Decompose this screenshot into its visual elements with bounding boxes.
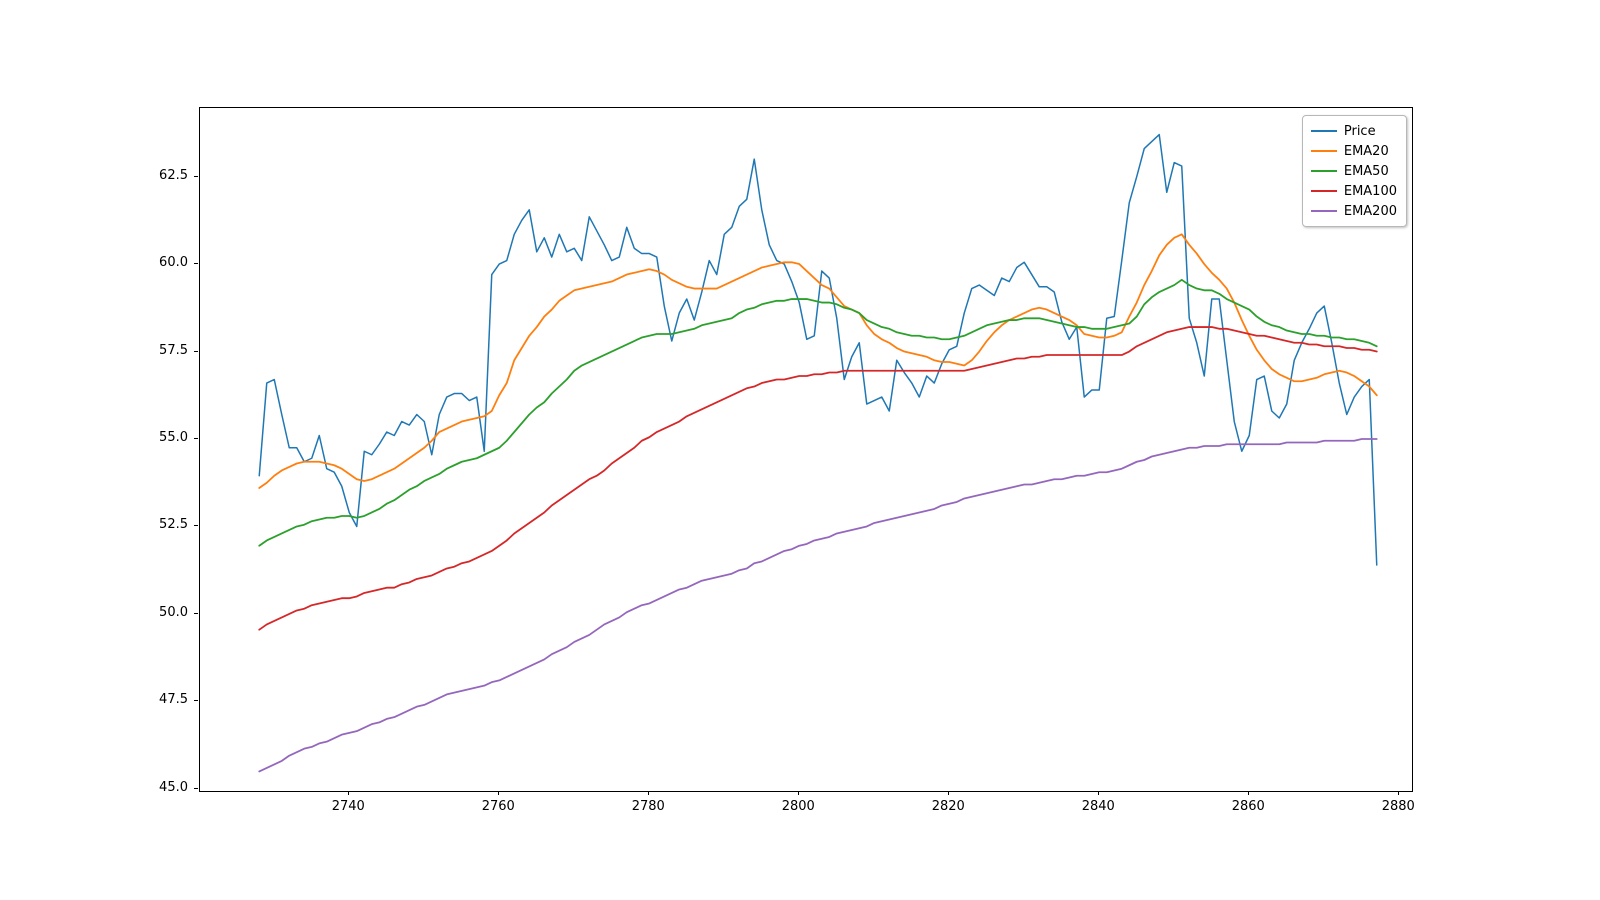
x-tick-label: 2780: [631, 799, 665, 814]
price-line: [258, 133, 1378, 566]
y-tick-label: 45.0: [159, 779, 188, 795]
y-tick-mark: [194, 175, 198, 177]
ema100-line: [258, 326, 1378, 631]
y-tick-mark: [194, 612, 198, 614]
legend-item-price: Price: [1310, 121, 1397, 141]
legend-label: EMA200: [1343, 203, 1397, 219]
y-tick-label: 60.0: [159, 255, 188, 271]
x-tick-mark: [1248, 791, 1250, 795]
y-tick-label: 57.5: [159, 342, 188, 358]
x-tick-mark: [948, 791, 950, 795]
y-tick-label: 52.5: [159, 517, 188, 533]
x-tick-label: 2740: [331, 799, 365, 814]
x-tick-mark: [498, 791, 500, 795]
legend-line-swatch: [1310, 170, 1337, 172]
x-tick-mark: [648, 791, 650, 795]
y-tick-label: 47.5: [159, 692, 188, 708]
x-tick-label: 2880: [1381, 799, 1415, 814]
y-tick-mark: [194, 438, 198, 439]
y-tick-mark: [194, 787, 198, 789]
legend-item-ema100: EMA100: [1310, 181, 1397, 201]
y-tick-label: 62.5: [159, 167, 188, 183]
legend: Price EMA20 EMA50 EMA100 EMA200: [1301, 115, 1407, 227]
legend-line-swatch: [1310, 130, 1337, 132]
x-tick-mark: [798, 791, 800, 795]
legend-item-ema200: EMA200: [1310, 201, 1397, 221]
y-tick-mark: [194, 525, 198, 527]
legend-item-ema50: EMA50: [1310, 161, 1397, 181]
y-tick-mark: [194, 263, 198, 265]
legend-label: EMA20: [1343, 143, 1389, 159]
ema50-line: [258, 278, 1378, 547]
x-tick-label: 2840: [1081, 799, 1115, 814]
legend-line-swatch: [1310, 210, 1337, 212]
x-tick-mark: [1398, 791, 1400, 795]
y-tick-label: 50.0: [159, 604, 188, 620]
x-tick-label: 2800: [781, 799, 815, 814]
ema200-line: [258, 438, 1378, 773]
legend-line-swatch: [1310, 150, 1337, 152]
y-tick-label: 55.0: [159, 430, 188, 445]
plot-area: Price EMA20 EMA50 EMA100 EMA200: [199, 107, 1413, 792]
y-tick-mark: [194, 700, 198, 702]
legend-line-swatch: [1310, 190, 1337, 192]
legend-label: EMA100: [1343, 183, 1397, 199]
legend-label: EMA50: [1343, 163, 1389, 179]
legend-label: Price: [1343, 123, 1376, 139]
x-tick-label: 2760: [481, 799, 515, 814]
x-tick-label: 2820: [931, 799, 965, 814]
x-tick-label: 2860: [1231, 799, 1265, 814]
legend-item-ema20: EMA20: [1310, 141, 1397, 161]
x-tick-mark: [1098, 791, 1100, 795]
ema20-line: [258, 233, 1378, 489]
chart-lines: [258, 133, 1378, 773]
y-tick-mark: [194, 350, 198, 352]
x-tick-mark: [348, 791, 350, 795]
